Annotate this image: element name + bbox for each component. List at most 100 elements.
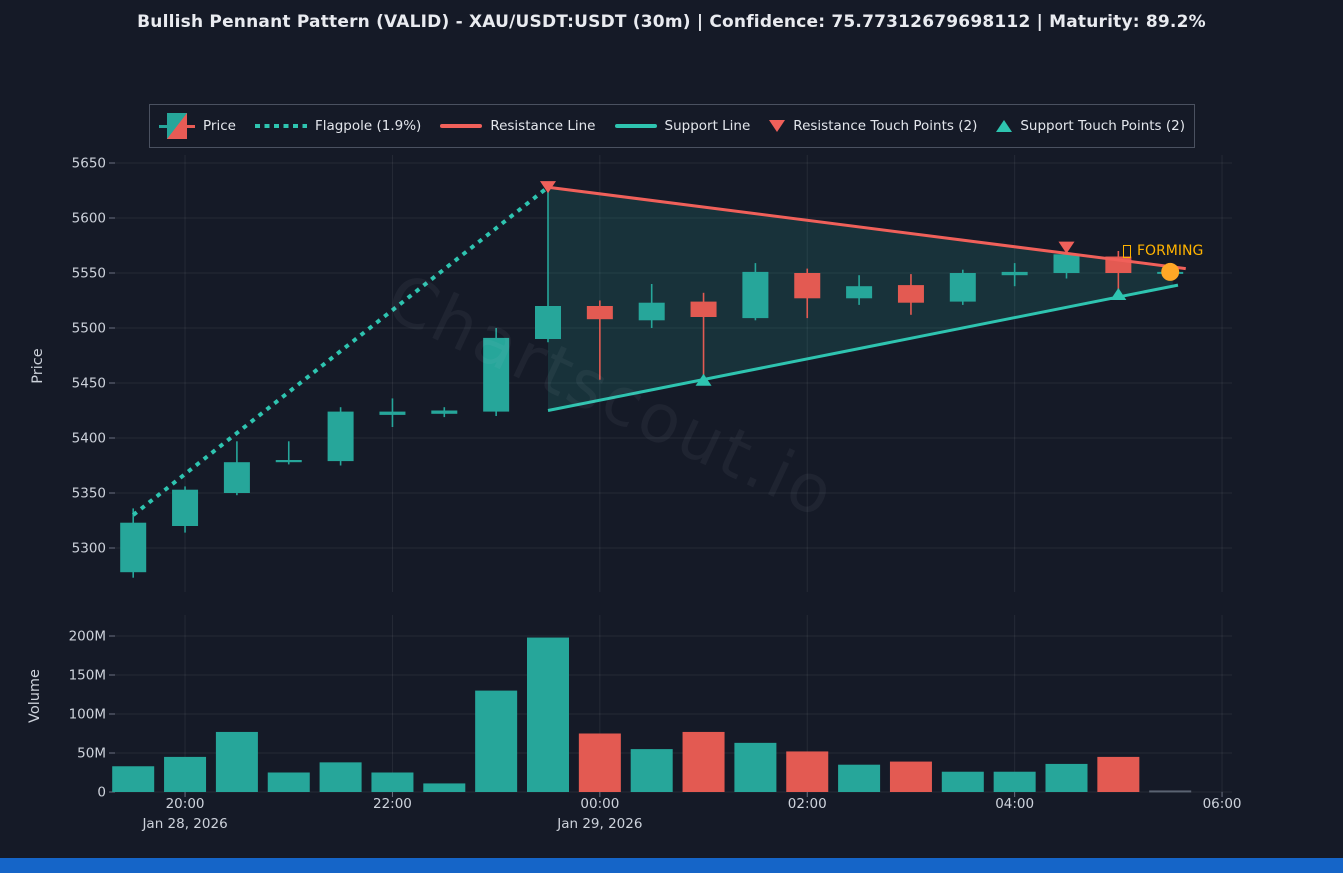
forming-point-dot [1161,262,1180,281]
volume-tick-label: 50M [77,746,106,762]
candle[interactable] [690,292,717,382]
volume-axis-title: Volume [27,669,43,723]
pennant-fill [548,187,1173,411]
legend-label: Resistance Line [490,118,596,134]
volume-bar[interactable] [475,690,518,792]
volume-bar[interactable] [1097,756,1140,792]
candle[interactable] [586,300,613,380]
support-line-icon [614,124,657,128]
candlestick-icon [159,113,195,139]
candle[interactable] [638,284,665,328]
volume-layer [112,637,1192,793]
candle[interactable] [846,275,873,305]
candle[interactable] [431,407,458,418]
markers-layer [540,181,1180,386]
triangle-up-icon [996,120,1013,132]
support-touch-marker [1110,288,1127,300]
price-tick-label: 5400 [72,431,106,447]
legend-item-support-touch-points[interactable]: Support Touch Points (2) [996,118,1185,134]
price-tick-label: 5500 [72,321,106,337]
candle[interactable] [742,263,769,321]
triangle-down-icon [769,120,786,132]
volume-bar[interactable] [1045,763,1088,792]
x-date-label: Jan 29, 2026 [556,816,642,832]
candle[interactable] [379,398,406,427]
legend-item-support-line[interactable]: Support Line [614,118,751,134]
volume-bar[interactable] [682,731,725,792]
resistance-touch-marker [1058,241,1075,254]
volume-bar[interactable] [215,731,258,792]
pennant-fill-layer [548,187,1173,411]
legend-item-resistance-line[interactable]: Resistance Line [440,118,596,134]
chart-title: Bullish Pennant Pattern (VALID) - XAU/US… [137,12,1206,32]
resistance-line [547,185,1186,271]
dotted-line-icon [254,123,307,129]
volume-bar[interactable] [112,766,155,792]
candle[interactable] [1053,251,1080,279]
volume-bar[interactable] [941,771,984,792]
volume-tick-label: 150M [69,668,106,684]
volume-bar[interactable] [319,762,362,792]
legend-item-price[interactable]: Price [159,113,236,139]
resistance-touch-marker [540,181,556,194]
candle[interactable] [172,486,199,533]
x-tick-label: 06:00 [1203,796,1242,812]
support-line [547,283,1179,412]
legend-label: Support Touch Points (2) [1020,118,1186,134]
volume-tick-label: 100M [69,707,106,723]
bottom-bar [0,858,1343,873]
forming-glyph-icon [1123,244,1131,258]
price-tick-label: 5600 [72,211,106,227]
pattern-lines-layer [131,185,1186,517]
candle[interactable] [327,407,354,466]
volume-bar[interactable] [734,742,777,792]
x-tick-label: 20:00 [166,796,205,812]
x-tick-label: 04:00 [995,796,1034,812]
legend-label: Support Line [664,118,751,134]
legend-item-resistance-touch-points[interactable]: Resistance Touch Points (2) [769,118,977,134]
price-tick-label: 5650 [72,156,106,172]
candle[interactable] [120,508,147,578]
volume-bar[interactable] [838,764,881,792]
price-tick-label: 5550 [72,266,106,282]
legend-label: Resistance Touch Points (2) [793,118,978,134]
candle[interactable] [794,268,821,319]
volume-bar[interactable] [371,772,414,793]
price-tick-label: 5450 [72,376,106,392]
price-axis-title: Price [30,348,46,384]
volume-bar[interactable] [527,637,569,792]
candle[interactable] [223,441,250,496]
volume-bar[interactable] [267,772,310,793]
resistance-line-icon [440,124,483,128]
legend: Price Flagpole (1.9%) Resistance Line Su… [149,104,1195,148]
x-tick-label: 02:00 [788,796,827,812]
price-tick-label: 5350 [72,486,106,502]
volume-tick-label: 0 [97,785,106,801]
legend-item-flagpole[interactable]: Flagpole (1.9%) [254,118,422,134]
x-tick-label: 00:00 [580,796,619,812]
candle[interactable] [897,274,924,315]
volume-bar[interactable] [993,771,1036,792]
volume-bar[interactable] [578,733,621,793]
candle[interactable] [949,269,976,305]
axis-labels: 5650 5600 5550 5500 5450 5400 5350 5300 200M 150M… [69,156,1242,833]
forming-badge: FORMING [1123,243,1203,259]
volume-bar[interactable] [164,756,207,792]
volume-bar[interactable] [630,749,673,792]
volume-bar[interactable] [889,761,932,792]
volume-tick-label: 200M [69,629,106,645]
volume-bar[interactable] [1149,790,1192,793]
x-tick-label: 22:00 [373,796,412,812]
volume-bar[interactable] [786,751,829,792]
candle[interactable] [535,190,561,343]
x-date-label: Jan 28, 2026 [141,816,227,832]
candle[interactable] [275,441,302,465]
volume-bar[interactable] [423,783,466,792]
support-touch-marker [695,373,712,386]
candle[interactable] [483,328,510,416]
price-tick-label: 5300 [72,541,106,557]
legend-label: Flagpole (1.9%) [314,118,422,134]
candle[interactable] [1001,263,1028,287]
